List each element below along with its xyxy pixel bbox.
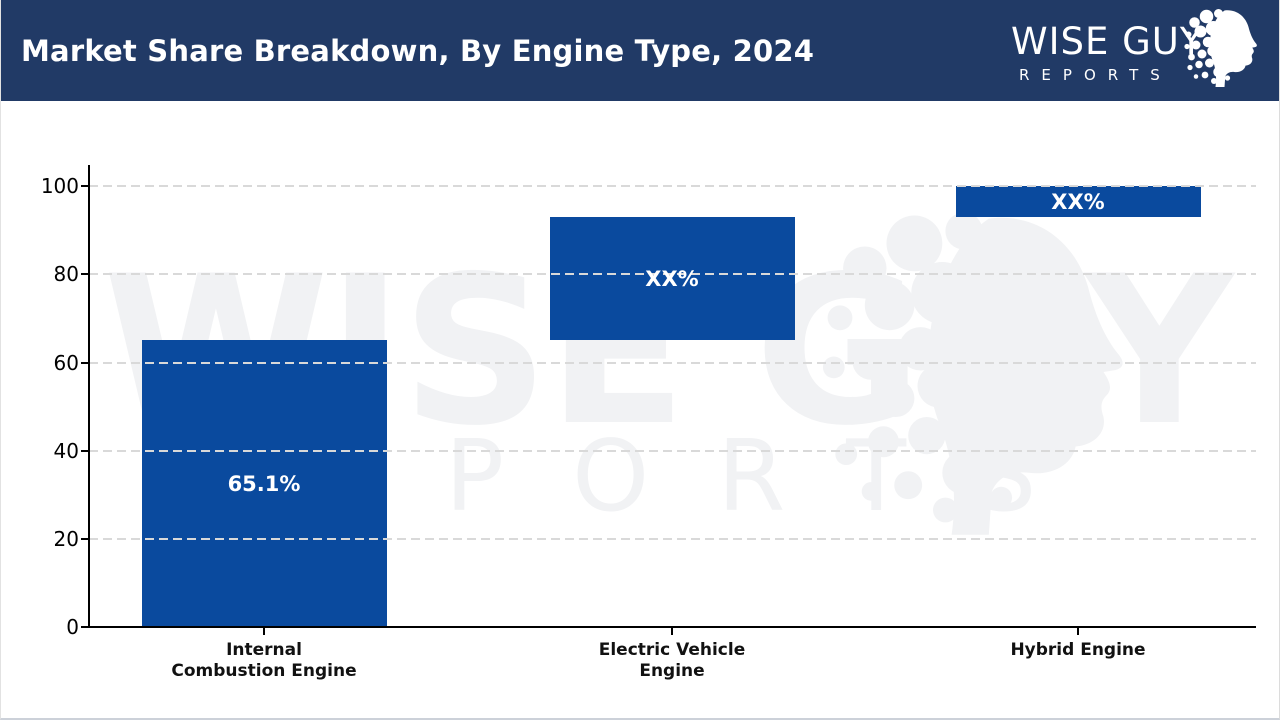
gridline-y60 [89,361,1256,364]
logo-head-icon [1184,9,1257,87]
logo-wordmark: WISE GUY [1011,20,1203,63]
y-tick-label-100: 100 [40,174,79,199]
bar-hybrid-engine [955,186,1201,218]
x-category-label-electric-vehicle-engine: Electric Vehicle Engine [598,640,746,681]
x-category-label-hybrid-engine: Hybrid Engine [1010,640,1146,660]
y-tick-label-20: 20 [53,526,79,551]
y-tick-40 [81,449,88,452]
page-title: Market Share Breakdown, By Engine Type, … [21,33,815,68]
y-tick-0 [81,626,88,628]
gridline-y40 [89,449,1256,452]
y-tick-label-80: 80 [53,262,79,287]
bar-value-label-internal-combustion-engine: 65.1% [227,471,301,496]
x-tick-electric-vehicle-engine [671,628,673,635]
gridline-y20 [89,537,1256,540]
y-tick-label-60: 60 [53,350,79,375]
gridline-y80 [89,273,1256,276]
logo-subtitle: REPORTS [1019,66,1172,84]
wise-guy-reports-logo: WISE GUY REPORTS [1011,9,1257,87]
y-axis-line [88,165,90,628]
y-tick-80 [81,273,88,276]
watermark-head-icon [822,212,1123,535]
bar-value-label-hybrid-engine: XX% [1051,189,1105,214]
y-tick-label-40: 40 [53,438,79,463]
gridline-y100 [89,185,1256,188]
x-category-label-internal-combustion-engine: Internal Combustion Engine [171,640,357,681]
y-tick-100 [81,185,88,188]
y-tick-20 [81,537,88,540]
bar-value-label-electric-vehicle-engine: XX% [645,266,699,291]
y-tick-60 [81,361,88,364]
y-tick-label-0: 0 [66,615,79,639]
x-tick-internal-combustion-engine [263,628,265,635]
x-axis-line [88,626,1256,628]
bar-electric-vehicle-engine [549,217,795,341]
x-tick-hybrid-engine [1077,628,1079,635]
bar-internal-combustion-engine [141,340,387,627]
header-bar: Market Share Breakdown, By Engine Type, … [1,0,1279,101]
